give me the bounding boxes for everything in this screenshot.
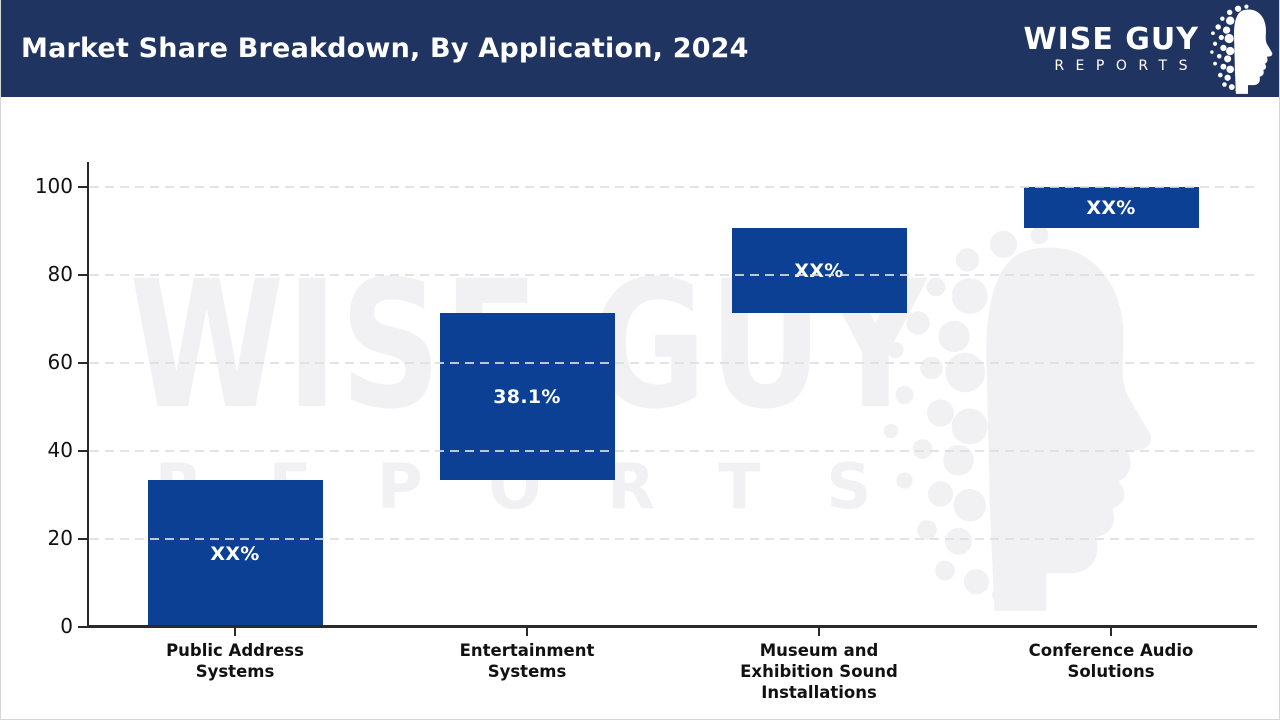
page-title: Market Share Breakdown, By Application, … bbox=[21, 33, 749, 64]
brand-subtitle: REPORTS bbox=[1054, 57, 1199, 74]
bar-segment: XX% bbox=[147, 480, 323, 627]
y-tick-label: 100 bbox=[34, 174, 73, 198]
bar-value-label: XX% bbox=[1086, 196, 1136, 219]
gridline bbox=[90, 274, 1257, 276]
category-label: Public Address Systems bbox=[166, 641, 304, 682]
brand-name: WISE GUY bbox=[1023, 21, 1199, 57]
y-tick-label: 60 bbox=[47, 350, 73, 374]
watermark-text: WISE GUY REPORTS bbox=[129, 258, 1128, 518]
gridline bbox=[90, 450, 1257, 452]
y-tick-label: 80 bbox=[47, 262, 73, 286]
category-label: Museum and Exhibition Sound Installation… bbox=[740, 641, 898, 703]
category-label: Entertainment Systems bbox=[459, 641, 595, 682]
x-axis-tick bbox=[234, 628, 236, 636]
bar-value-label: 38.1% bbox=[493, 385, 561, 408]
y-axis-tick bbox=[78, 274, 87, 276]
x-axis-tick bbox=[1110, 628, 1112, 636]
header-banner: Market Share Breakdown, By Application, … bbox=[1, 0, 1279, 97]
gridline bbox=[90, 362, 1257, 364]
bar-value-label: XX% bbox=[794, 259, 844, 282]
y-axis-tick bbox=[78, 186, 87, 188]
bar-value-label: XX% bbox=[210, 542, 260, 565]
x-axis-line bbox=[87, 625, 1257, 628]
brand-text: WISE GUY REPORTS bbox=[1023, 21, 1199, 74]
gridline bbox=[90, 538, 1257, 540]
y-axis-line bbox=[87, 162, 89, 628]
x-axis-tick bbox=[818, 628, 820, 636]
y-tick-label: 0 bbox=[60, 614, 73, 638]
head-logo-icon bbox=[1199, 4, 1275, 96]
x-axis-tick bbox=[526, 628, 528, 636]
bar-segment: XX% bbox=[1023, 187, 1199, 229]
gridline bbox=[90, 186, 1257, 188]
y-axis-tick bbox=[78, 450, 87, 452]
y-axis-tick bbox=[78, 538, 87, 540]
y-axis-tick bbox=[78, 626, 87, 628]
y-axis-tick bbox=[78, 362, 87, 364]
bar-segment: 38.1% bbox=[439, 312, 615, 481]
y-tick-label: 20 bbox=[47, 526, 73, 550]
bar-segment: XX% bbox=[731, 228, 907, 313]
brand-logo: WISE GUY REPORTS bbox=[1023, 0, 1275, 97]
y-tick-label: 40 bbox=[47, 438, 73, 462]
category-label: Conference Audio Solutions bbox=[1028, 641, 1194, 682]
